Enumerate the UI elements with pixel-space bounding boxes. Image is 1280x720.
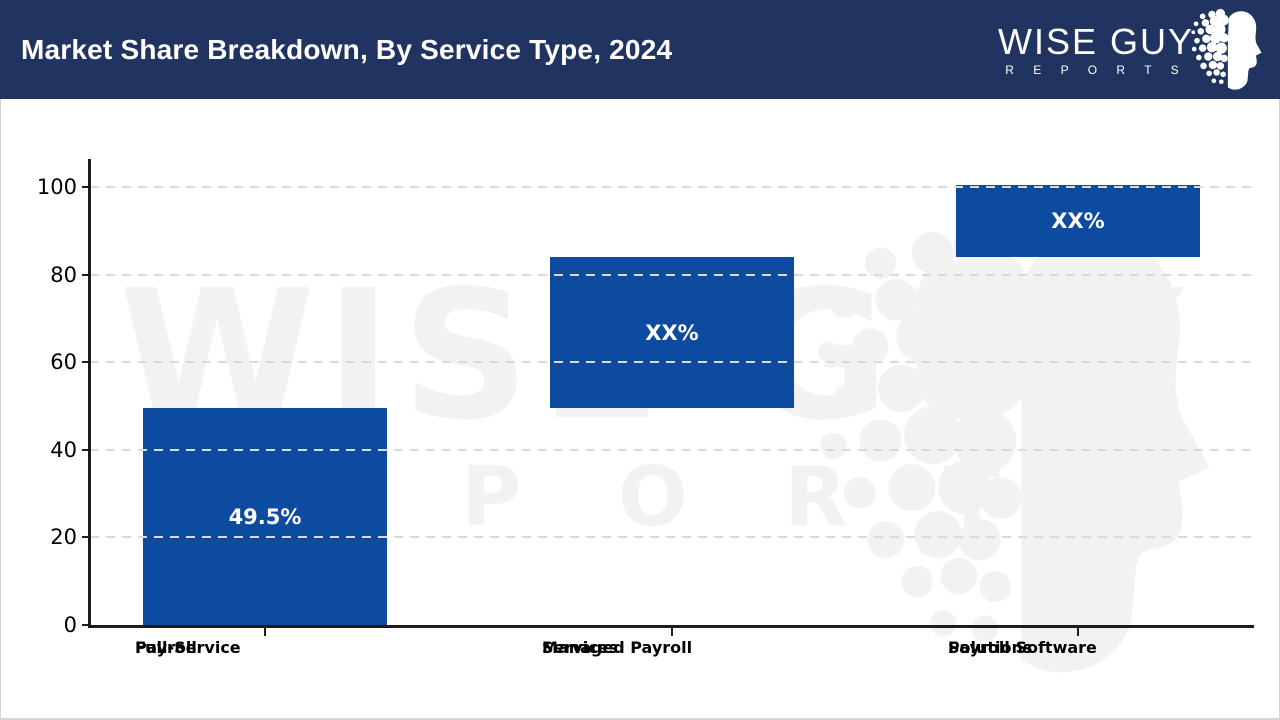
y-tick-label: 20 <box>50 525 77 550</box>
gridline-80 <box>90 273 1254 276</box>
bar-segment: XX% <box>956 184 1200 258</box>
x-category-label-line: Solutions <box>948 638 1033 657</box>
gridline-40 <box>90 448 1254 451</box>
y-tick-mark <box>82 186 90 188</box>
y-tick-mark <box>82 273 90 276</box>
y-tick-mark <box>82 624 90 626</box>
bar-value-label: XX% <box>645 320 699 345</box>
x-category-label-line: Payroll <box>135 638 197 657</box>
logo-subtitle: R E P O R T S <box>1005 62 1187 77</box>
y-tick-label: 60 <box>50 350 77 375</box>
y-tick-label: 80 <box>50 262 77 287</box>
bar-segment: XX% <box>550 257 794 409</box>
y-tick-mark <box>82 448 90 451</box>
bar-segment: 49.5% <box>143 408 387 625</box>
x-tick-mark <box>671 628 673 636</box>
x-category-label-line: Services <box>542 638 619 657</box>
header: Market Share Breakdown, By Service Type,… <box>0 0 1280 99</box>
bar-value-label: 49.5% <box>228 504 302 529</box>
x-category-label-line: Managed Payroll <box>542 638 693 657</box>
y-tick-mark <box>82 361 90 364</box>
gridline-100 <box>90 186 1254 188</box>
logo-wordmark: WISE GUY <box>997 20 1194 62</box>
x-axis-line <box>88 625 1254 628</box>
chart-card: WISE GUY R E P O R T S 49.5% XX% XX% 0 20 40 6… <box>0 99 1280 720</box>
logo-text: WISE GUY R E P O R T S <box>997 20 1194 77</box>
logo-face-icon <box>1191 8 1262 90</box>
y-tick-label: 100 <box>36 175 77 199</box>
bar-value-label: XX% <box>1051 208 1105 233</box>
gridline-20 <box>90 536 1254 539</box>
wise-guy-reports-logo: WISE GUY R E P O R T S <box>998 7 1266 93</box>
x-tick-mark <box>264 628 266 636</box>
x-category-label-line: Full-Service <box>135 638 241 657</box>
y-tick-label: 40 <box>50 437 77 462</box>
y-axis-line <box>88 159 91 627</box>
chart-plot: 49.5% XX% XX% 0 20 40 60 80 100 Full-Service Payro… <box>1 99 1279 718</box>
y-tick-mark <box>82 536 90 539</box>
x-tick-mark <box>1077 628 1079 636</box>
y-tick-label: 0 <box>63 613 77 637</box>
page-title: Market Share Breakdown, By Service Type,… <box>21 33 673 65</box>
gridline-60 <box>90 361 1254 364</box>
